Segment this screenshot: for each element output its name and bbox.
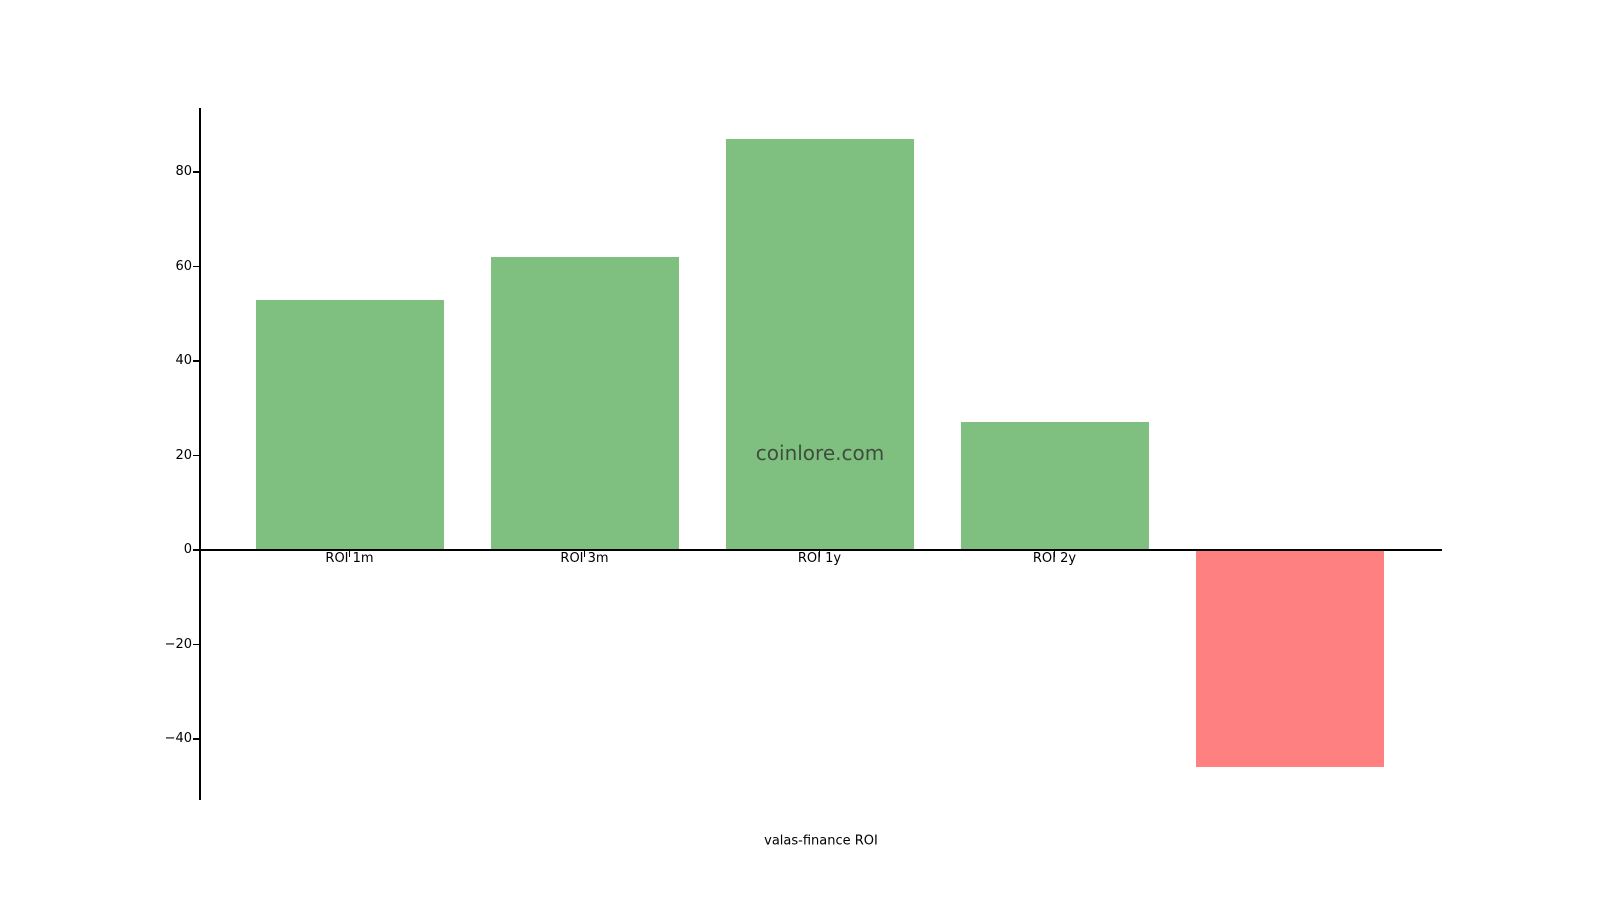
x-tick-label-roi-1m: ROI 1m bbox=[325, 551, 374, 566]
y-tick-mark bbox=[193, 738, 200, 740]
y-tick-label: −20 bbox=[164, 636, 192, 652]
y-tick-mark bbox=[193, 549, 200, 551]
x-tick-label-roi-2y: ROI 2y bbox=[1032, 551, 1077, 566]
bar-roi-3m bbox=[490, 257, 679, 550]
y-tick-label: 0 bbox=[183, 542, 192, 557]
y-axis-spine bbox=[199, 108, 201, 800]
bar-roi-2y bbox=[960, 422, 1149, 550]
y-tick-mark bbox=[193, 360, 200, 362]
x-tick-mark bbox=[818, 550, 821, 557]
y-tick-mark bbox=[193, 454, 200, 457]
x-tick-label-roi-3m: ROI 3m bbox=[560, 551, 609, 566]
x-axis-spine bbox=[200, 549, 1442, 551]
y-tick-label: 80 bbox=[175, 164, 192, 179]
y-tick-label: 20 bbox=[175, 447, 192, 463]
y-tick-mark bbox=[193, 171, 200, 173]
bar-4 bbox=[1195, 550, 1384, 768]
y-tick-mark bbox=[193, 643, 200, 646]
x-tick-mark bbox=[348, 550, 351, 557]
chart-xlabel: valas-finance ROI bbox=[764, 833, 878, 849]
bar-roi-1m bbox=[255, 299, 444, 550]
y-tick-label: 60 bbox=[175, 258, 192, 274]
x-tick-mark bbox=[1053, 550, 1056, 557]
y-tick-mark bbox=[193, 265, 200, 268]
x-tick-label-roi-1y: ROI 1y bbox=[797, 551, 842, 566]
x-tick-mark bbox=[583, 550, 586, 557]
watermark-text: coinlore.com bbox=[755, 441, 885, 465]
y-tick-label: 40 bbox=[175, 353, 192, 368]
y-tick-label: −40 bbox=[164, 731, 192, 746]
bar-roi-1y bbox=[725, 138, 914, 550]
